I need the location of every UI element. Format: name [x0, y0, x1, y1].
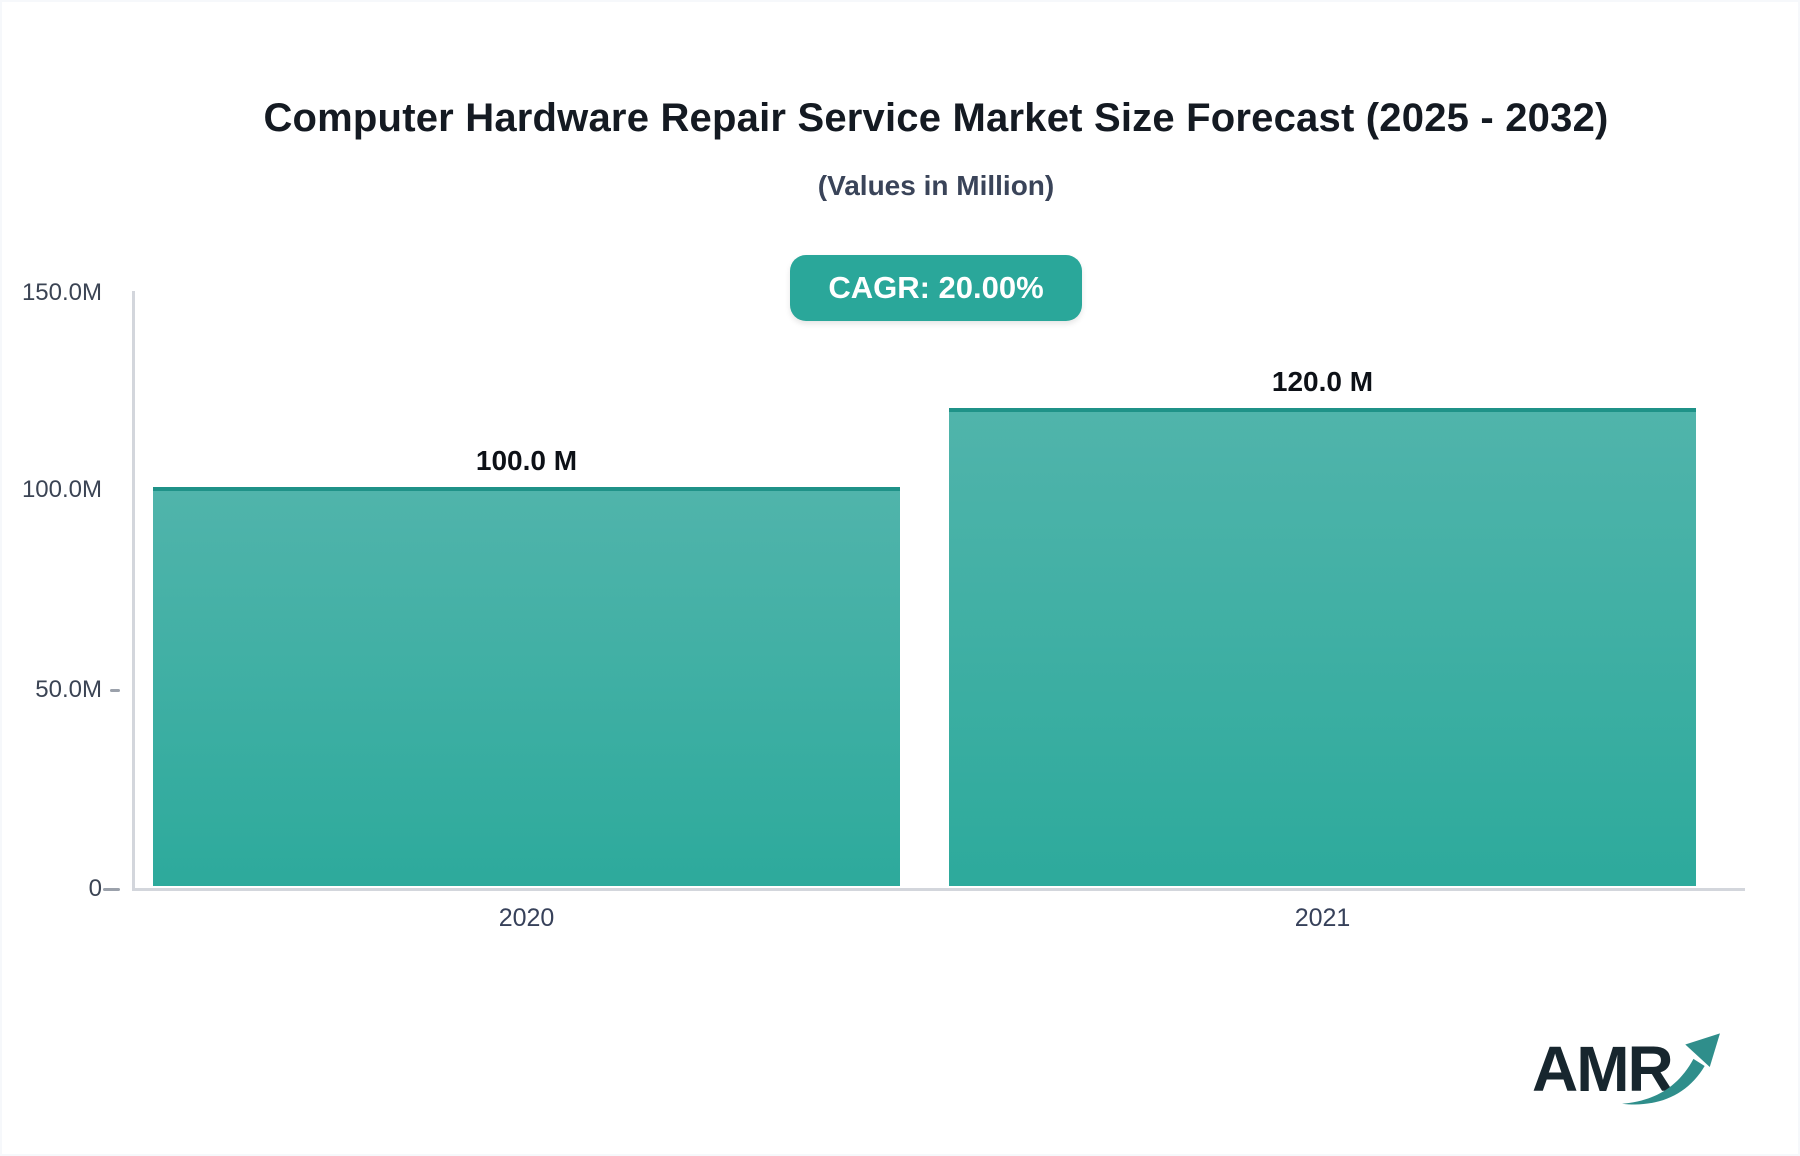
- y-tick-mark-50: [110, 689, 120, 692]
- amr-logo: AMR: [1532, 1024, 1732, 1114]
- cagr-badge-wrap: CAGR: 20.00%: [74, 255, 1798, 321]
- chart-subtitle: (Values in Million): [817, 170, 1055, 201]
- x-axis-label-2021: 2021: [1294, 904, 1351, 932]
- amr-logo-text: AMR: [1532, 1033, 1674, 1105]
- cagr-badge: CAGR: 20.00%: [790, 255, 1082, 321]
- chart-title: Computer Hardware Repair Service Market …: [263, 96, 1609, 140]
- growth-arrow-icon: [1622, 1033, 1720, 1105]
- x-axis-label-2020: 2020: [498, 904, 555, 932]
- y-tick-mark-0: [103, 888, 120, 891]
- y-tick-label-50: 50.0M: [35, 676, 102, 703]
- y-tick-label-100: 100.0M: [21, 476, 102, 503]
- bar-2021: 120.0 M: [949, 366, 1696, 886]
- bar-value-label: 120.0 M: [1271, 366, 1374, 397]
- y-tick-label-150: 150.0M: [21, 279, 102, 306]
- bar-value-label: 100.0 M: [475, 445, 578, 476]
- y-axis-line: [132, 291, 135, 891]
- y-tick-label-0: 0: [88, 875, 102, 902]
- x-axis-line: [132, 888, 1745, 891]
- bar-2020: 100.0 M: [153, 445, 900, 886]
